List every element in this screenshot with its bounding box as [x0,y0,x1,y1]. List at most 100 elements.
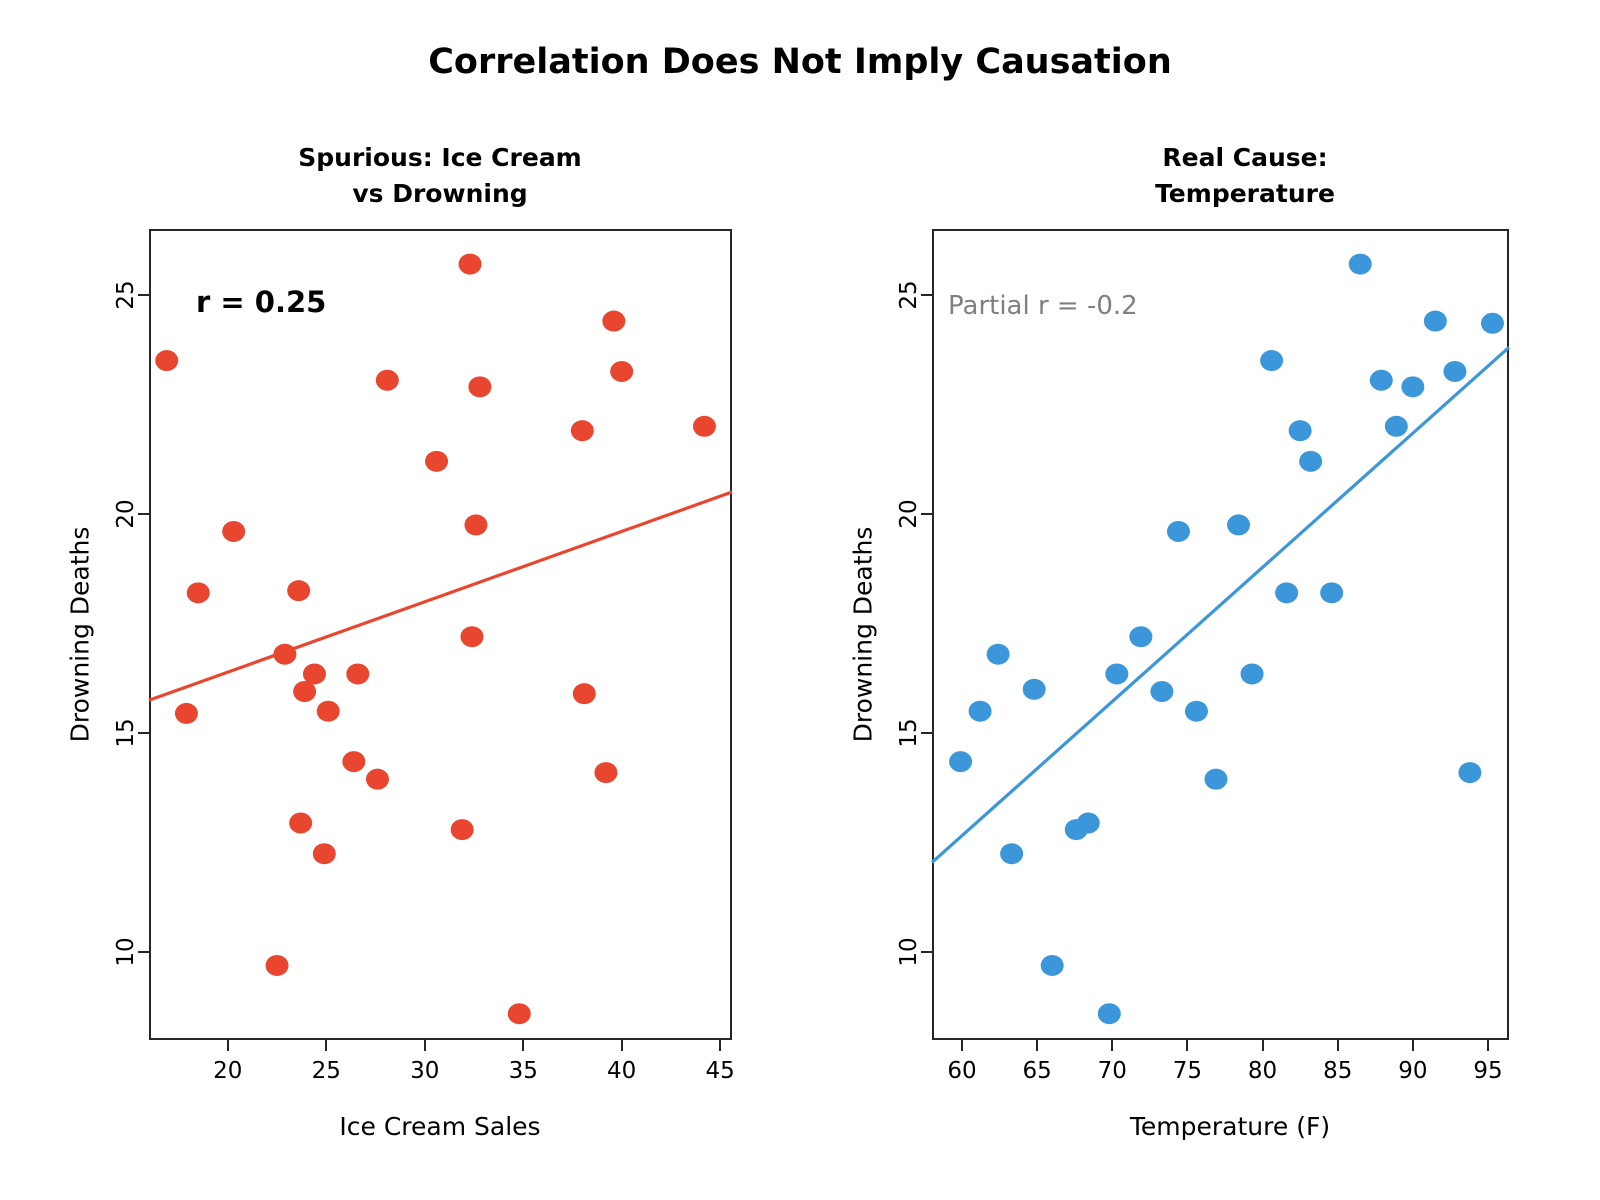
y-tick-mark [138,293,149,296]
y-tick-mark [138,512,149,515]
scatter-point [174,702,198,724]
scatter-point [273,643,297,665]
scatter-point [222,520,246,542]
scatter-point [1320,582,1344,604]
y-tick-label: 20 [896,499,922,529]
scatter-point [572,683,596,705]
panel-spurious-title-line1: Spurious: Ice Cream [298,143,582,172]
scatter-point [1260,350,1284,372]
x-tick-mark [961,1040,964,1051]
x-tick-mark [1336,1040,1339,1051]
annotation-correlation-r: r = 0.25 [196,285,327,319]
scatter-point [1000,843,1024,865]
scatter-point [1401,376,1425,398]
scatter-point [1227,514,1251,536]
scatter-point [464,514,488,536]
y-tick-label: 25 [113,280,139,310]
y-tick-mark [138,951,149,954]
x-tick-mark [226,1040,229,1051]
scatter-point [316,700,340,722]
trendline [148,490,733,702]
scatter-point [507,1003,531,1025]
scatter-point [1150,680,1174,702]
scatter-point [293,680,317,702]
xaxis-label-ice-cream-sales: Ice Cream Sales [339,1112,541,1141]
x-tick-label: 25 [311,1058,341,1084]
scatter-point [1348,253,1372,275]
scatter-point [468,376,492,398]
x-tick-mark [1411,1040,1414,1051]
yaxis-label-drowning-deaths-right: Drowning Deaths [848,526,878,743]
y-tick-mark [921,293,932,296]
panel-real-cause-title-line1: Real Cause: [1162,143,1328,172]
scatter-point [1040,954,1064,976]
y-tick-label: 15 [896,718,922,748]
scatter-point [1129,626,1153,648]
y-tick-mark [138,732,149,735]
y-tick-label: 10 [113,937,139,967]
scatter-point [968,700,992,722]
y-tick-label: 20 [113,499,139,529]
scatter-point [155,350,179,372]
scatter-point [460,626,484,648]
x-tick-label: 45 [705,1058,735,1084]
x-tick-label: 80 [1247,1058,1278,1084]
scatter-point [594,762,618,784]
x-tick-mark [423,1040,426,1051]
scatter-point [602,310,626,332]
x-tick-label: 60 [947,1058,977,1084]
xaxis-label-temperature: Temperature (F) [1129,1112,1331,1141]
scatter-point [346,663,370,685]
scatter-point [186,582,210,604]
annotation-partial-r: Partial r = -0.2 [948,291,1138,321]
scatter-point [1022,678,1046,700]
scatter-point [570,420,594,442]
x-tick-label: 95 [1473,1058,1503,1084]
scatter-point [287,580,311,602]
scatter-point [1184,700,1208,722]
scatter-point [1166,520,1190,542]
x-tick-label: 75 [1172,1058,1203,1084]
scatter-point [425,450,449,472]
scatter-point [312,843,336,865]
x-tick-mark [1036,1040,1039,1051]
x-tick-label: 40 [607,1058,637,1084]
figure-title: Correlation Does Not Imply Causation [428,42,1172,82]
panel-real-cause-title-line2: Temperature [1155,179,1335,208]
scatter-point [1458,762,1482,784]
x-tick-label: 65 [1022,1058,1052,1084]
y-tick-mark [921,512,932,515]
x-tick-mark [1486,1040,1489,1051]
scatter-point [1288,420,1312,442]
scatter-point [365,768,389,790]
x-tick-mark [1111,1040,1114,1051]
y-tick-label: 25 [896,280,922,310]
x-tick-label: 35 [508,1058,538,1084]
scatter-point [1076,812,1100,834]
x-tick-mark [325,1040,328,1051]
x-tick-mark [1261,1040,1264,1051]
scatter-point [375,369,399,391]
x-tick-label: 85 [1323,1058,1353,1084]
scatter-point [1240,663,1264,685]
scatter-point [1105,663,1129,685]
y-tick-mark [921,732,932,735]
scatter-point [1204,768,1228,790]
scatter-point [986,643,1010,665]
scatter-point [1369,369,1393,391]
scatter-point [1423,310,1447,332]
x-tick-mark [719,1040,722,1051]
scatter-point [450,819,474,841]
scatter-point [458,253,482,275]
scatter-point [692,415,716,437]
scatter-point [1443,360,1467,382]
scatter-point [265,954,289,976]
scatter-point [1299,450,1323,472]
scatter-point [949,751,973,773]
x-tick-mark [522,1040,525,1051]
scatter-point [1480,312,1504,334]
x-tick-label: 70 [1097,1058,1127,1084]
